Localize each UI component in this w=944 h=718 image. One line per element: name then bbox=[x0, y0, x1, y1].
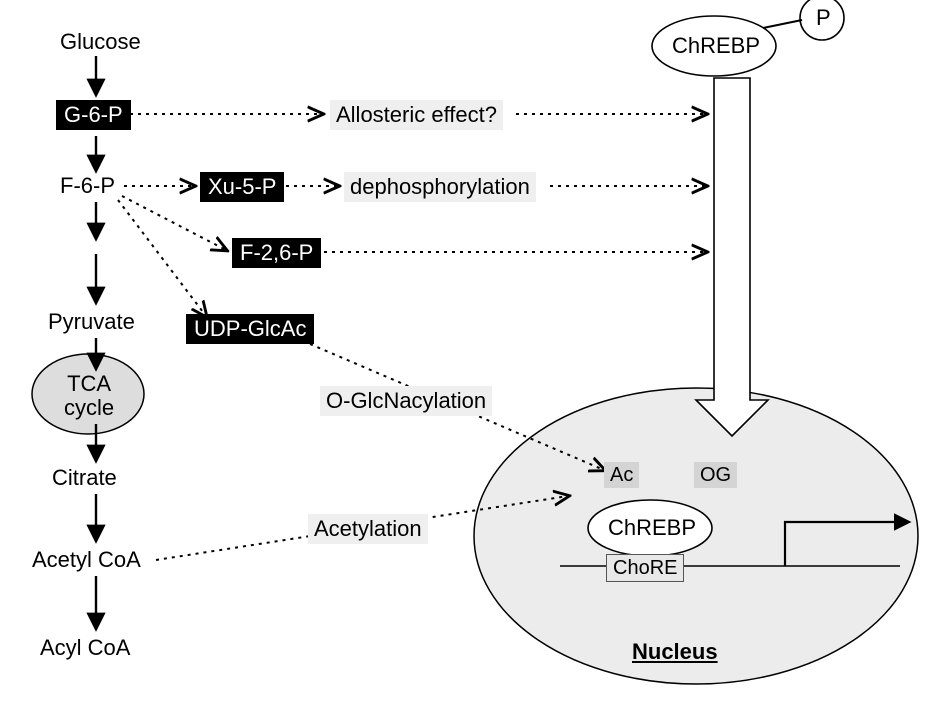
udpglcac-box: UDP-GlcAc bbox=[186, 314, 314, 344]
f6p-label: F-6-P bbox=[60, 174, 115, 198]
g6p-box: G-6-P bbox=[56, 100, 131, 130]
tca-label: TCA cycle bbox=[64, 372, 114, 420]
p-label: P bbox=[816, 6, 831, 30]
ac-tag: Ac bbox=[604, 462, 639, 488]
dephos-label: dephosphorylation bbox=[344, 172, 536, 202]
chrebp-outer-label: ChREBP bbox=[672, 34, 760, 58]
citrate-label: Citrate bbox=[52, 466, 117, 490]
chrebp-inner-label: ChREBP bbox=[608, 516, 696, 540]
og-tag: OG bbox=[694, 462, 737, 488]
nucleus-text: Nucleus bbox=[632, 640, 718, 664]
translocation-arrow bbox=[696, 78, 768, 436]
chore-box: ChoRE bbox=[606, 554, 684, 582]
acetylation-label: Acetylation bbox=[308, 514, 428, 544]
acylcoa-label: Acyl CoA bbox=[40, 636, 130, 660]
f26p-box: F-2,6-P bbox=[232, 238, 321, 268]
pyruvate-label: Pyruvate bbox=[48, 310, 135, 334]
oglcnac-label: O-GlcNacylation bbox=[320, 386, 492, 416]
xu5p-box: Xu-5-P bbox=[200, 172, 284, 202]
allosteric-label: Allosteric effect? bbox=[330, 100, 503, 130]
glucose-label: Glucose bbox=[60, 30, 141, 54]
acetylcoa-label: Acetyl CoA bbox=[32, 548, 141, 572]
